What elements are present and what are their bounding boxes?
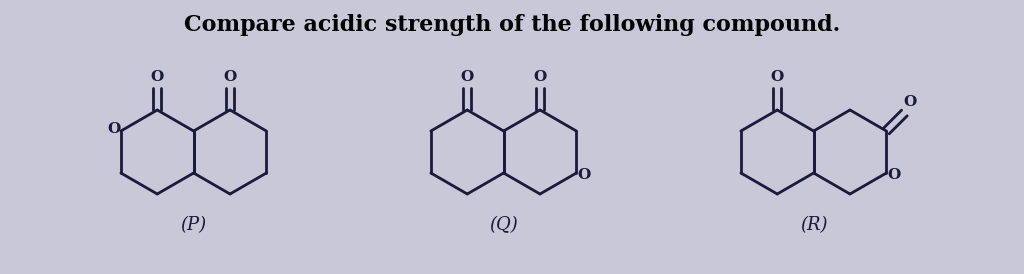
Text: (Q): (Q): [489, 216, 518, 234]
Text: Compare acidic strength of the following compound.: Compare acidic strength of the following…: [184, 14, 840, 36]
Text: O: O: [534, 70, 547, 84]
Text: (R): (R): [800, 216, 827, 234]
Text: O: O: [151, 70, 164, 84]
Text: O: O: [578, 168, 591, 182]
Text: O: O: [771, 70, 784, 84]
Text: O: O: [108, 122, 121, 136]
Text: O: O: [904, 95, 918, 109]
Text: O: O: [461, 70, 474, 84]
Text: O: O: [888, 168, 901, 182]
Text: O: O: [223, 70, 237, 84]
Text: (P): (P): [180, 216, 207, 234]
